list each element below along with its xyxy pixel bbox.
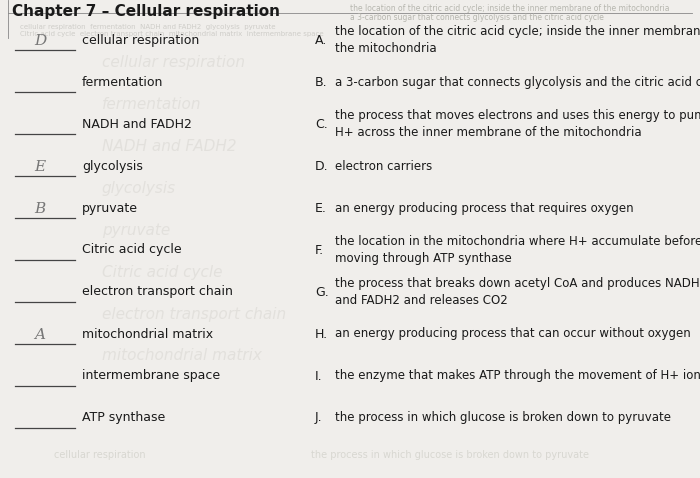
Text: fermentation: fermentation bbox=[102, 97, 202, 111]
Text: mitochondrial matrix: mitochondrial matrix bbox=[102, 348, 262, 363]
Text: fermentation: fermentation bbox=[82, 76, 163, 88]
Text: Chapter 7 – Cellular respiration: Chapter 7 – Cellular respiration bbox=[12, 4, 280, 19]
Text: J.: J. bbox=[315, 412, 323, 424]
Text: Citric acid cycle: Citric acid cycle bbox=[102, 264, 223, 280]
Text: electron transport chain: electron transport chain bbox=[102, 306, 286, 322]
Text: a 3-carbon sugar that connects glycolysis and the citric acid cycle: a 3-carbon sugar that connects glycolysi… bbox=[350, 13, 604, 22]
Text: Citric acid cycle  electron transport chain  mitochondrial matrix  intermembrane: Citric acid cycle electron transport cha… bbox=[20, 31, 323, 37]
Text: intermembrane space: intermembrane space bbox=[82, 369, 220, 382]
Text: the process in which glucose is broken down to pyruvate: the process in which glucose is broken d… bbox=[335, 412, 671, 424]
Text: F.: F. bbox=[315, 243, 324, 257]
Text: the process that breaks down acetyl CoA and produces NADH
and FADH2 and releases: the process that breaks down acetyl CoA … bbox=[335, 277, 699, 307]
Text: cellular respiration: cellular respiration bbox=[102, 54, 245, 69]
Text: the process that moves electrons and uses this energy to pump
H+ across the inne: the process that moves electrons and use… bbox=[335, 109, 700, 139]
Text: E.: E. bbox=[315, 202, 327, 215]
Text: cellular respiration: cellular respiration bbox=[54, 450, 146, 460]
Text: electron transport chain: electron transport chain bbox=[82, 285, 233, 298]
Text: pyruvate: pyruvate bbox=[102, 222, 170, 238]
Text: A: A bbox=[34, 328, 46, 342]
Text: Citric acid cycle: Citric acid cycle bbox=[82, 243, 181, 257]
Text: cellular respiration  fermentation  NADH and FADH2  glycolysis  pyruvate: cellular respiration fermentation NADH a… bbox=[20, 24, 276, 30]
Text: electron carriers: electron carriers bbox=[335, 160, 433, 173]
Text: an energy producing process that requires oxygen: an energy producing process that require… bbox=[335, 202, 634, 215]
Text: the process in which glucose is broken down to pyruvate: the process in which glucose is broken d… bbox=[311, 450, 589, 460]
Text: the enzyme that makes ATP through the movement of H+ ions: the enzyme that makes ATP through the mo… bbox=[335, 369, 700, 382]
Text: E: E bbox=[34, 160, 46, 174]
Text: I.: I. bbox=[315, 369, 323, 382]
Text: NADH and FADH2: NADH and FADH2 bbox=[102, 139, 237, 153]
Text: pyruvate: pyruvate bbox=[82, 202, 138, 215]
Text: the location of the citric acid cycle; inside the inner membrane of the mitochon: the location of the citric acid cycle; i… bbox=[350, 4, 669, 13]
Text: mitochondrial matrix: mitochondrial matrix bbox=[82, 327, 213, 340]
Text: the location of the citric acid cycle; inside the inner membrane of
the mitochon: the location of the citric acid cycle; i… bbox=[335, 25, 700, 55]
Text: G.: G. bbox=[315, 285, 329, 298]
Text: A.: A. bbox=[315, 33, 328, 46]
Text: NADH and FADH2: NADH and FADH2 bbox=[82, 118, 192, 130]
Text: an energy producing process that can occur without oxygen: an energy producing process that can occ… bbox=[335, 327, 691, 340]
Text: ATP synthase: ATP synthase bbox=[82, 412, 165, 424]
Text: C.: C. bbox=[315, 118, 328, 130]
Text: cellular respiration: cellular respiration bbox=[82, 33, 200, 46]
Text: D: D bbox=[34, 34, 46, 48]
Text: glycolysis: glycolysis bbox=[82, 160, 143, 173]
Text: the location in the mitochondria where H+ accumulate before
moving through ATP s: the location in the mitochondria where H… bbox=[335, 235, 700, 265]
Text: glycolysis: glycolysis bbox=[102, 181, 176, 196]
Text: B.: B. bbox=[315, 76, 328, 88]
Text: H.: H. bbox=[315, 327, 328, 340]
Text: D.: D. bbox=[315, 160, 328, 173]
Text: B: B bbox=[34, 202, 46, 216]
Text: a 3-carbon sugar that connects glycolysis and the citric acid cycle: a 3-carbon sugar that connects glycolysi… bbox=[335, 76, 700, 88]
